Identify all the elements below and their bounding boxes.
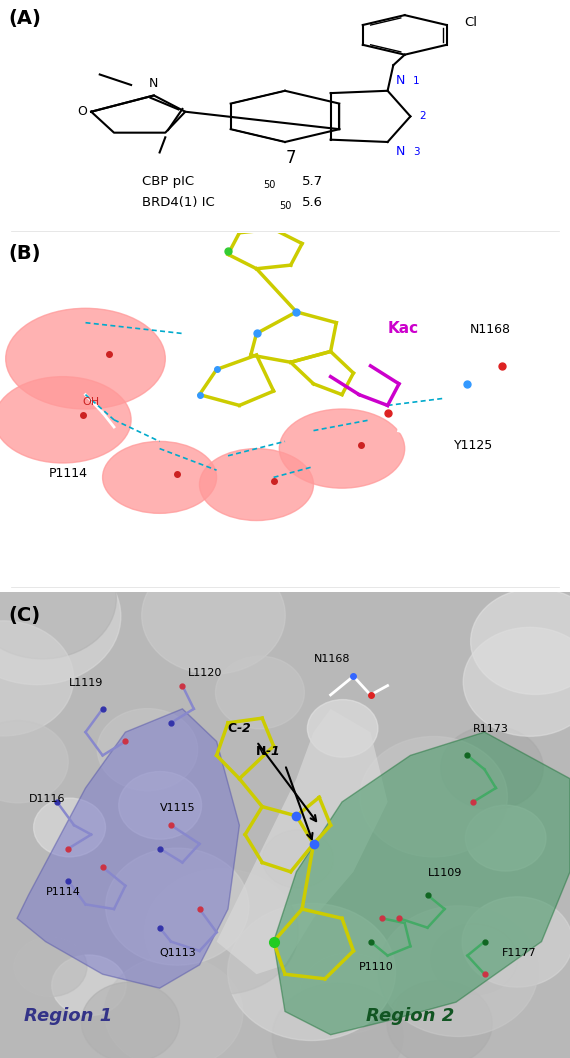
Circle shape [145,869,298,995]
Circle shape [142,557,285,674]
Text: Region 1: Region 1 [25,1007,112,1025]
Circle shape [0,377,131,463]
Text: (A): (A) [9,10,42,29]
Circle shape [465,805,546,871]
Circle shape [463,627,570,736]
Circle shape [0,548,121,685]
Text: N: N [149,76,158,90]
Text: L1119: L1119 [68,677,103,688]
Text: Q1113: Q1113 [160,948,196,957]
Circle shape [52,955,126,1016]
Circle shape [300,953,398,1034]
Text: P1110: P1110 [359,962,394,971]
Text: (C): (C) [9,606,40,625]
Text: Y1125: Y1125 [454,439,492,452]
Text: V1115: V1115 [160,803,195,814]
Circle shape [34,798,105,857]
Text: OH: OH [83,398,100,407]
Circle shape [200,449,314,521]
Text: 5.6: 5.6 [302,196,323,209]
Circle shape [462,897,570,987]
Text: Kac: Kac [388,322,419,336]
Circle shape [387,981,492,1058]
Text: 2: 2 [419,111,426,122]
Circle shape [360,736,507,857]
Circle shape [378,906,538,1037]
Text: F1177: F1177 [502,948,536,957]
Text: 50: 50 [263,180,276,190]
Text: N: N [396,74,405,87]
Text: 3: 3 [413,147,420,157]
Circle shape [103,441,217,513]
Text: N1168: N1168 [314,654,350,664]
Circle shape [262,829,333,888]
Text: N: N [396,145,405,159]
Circle shape [82,982,180,1058]
Polygon shape [217,709,388,974]
Circle shape [119,771,202,839]
Text: Region 2: Region 2 [367,1007,454,1025]
Polygon shape [274,732,570,1035]
Circle shape [14,937,87,997]
Circle shape [0,720,68,803]
Circle shape [272,983,403,1058]
Text: R1173: R1173 [473,724,509,734]
Circle shape [6,308,165,409]
Text: $\bf{C}$-2: $\bf{C}$-2 [227,723,251,735]
Text: P1114: P1114 [49,468,88,480]
Circle shape [0,539,116,659]
Text: L1120: L1120 [188,669,222,678]
Text: (B): (B) [9,243,41,262]
Text: P1114: P1114 [46,887,80,897]
Text: 5.7: 5.7 [302,175,323,188]
Circle shape [215,656,304,729]
Circle shape [471,588,570,694]
Circle shape [279,409,405,488]
Text: 50: 50 [279,201,292,211]
Text: BRD4(1) IC: BRD4(1) IC [142,196,215,209]
Text: 7: 7 [286,149,296,167]
Circle shape [441,726,543,809]
Circle shape [227,904,396,1040]
Text: N1168: N1168 [470,324,511,336]
Text: D1116: D1116 [28,794,65,804]
Text: Cl: Cl [465,16,478,30]
Circle shape [0,621,74,736]
Polygon shape [17,709,239,988]
FancyBboxPatch shape [0,583,570,1058]
Circle shape [117,768,230,860]
Text: 1: 1 [413,76,420,86]
Circle shape [307,699,378,758]
Text: L1109: L1109 [428,869,462,878]
Circle shape [105,849,249,965]
Text: $\bf{N}$-1: $\bf{N}$-1 [255,746,280,759]
Text: CBP pIC: CBP pIC [142,175,194,188]
Circle shape [431,924,518,995]
Text: O: O [78,105,88,118]
Circle shape [97,709,198,790]
Circle shape [104,956,243,1058]
